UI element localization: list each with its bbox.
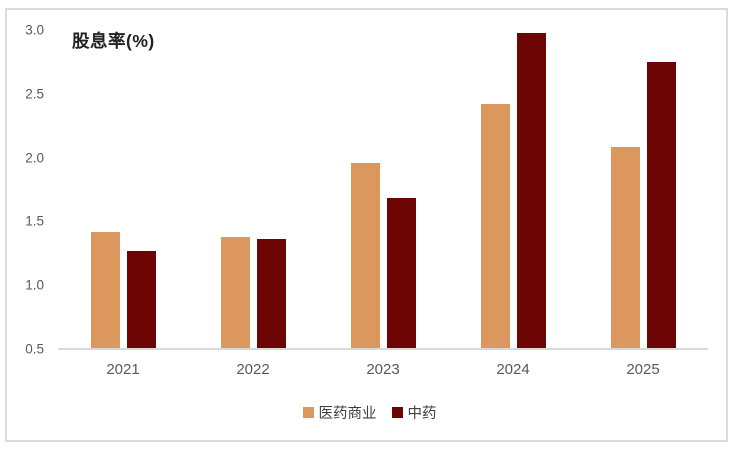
legend-item-series1: 中药 <box>391 402 437 423</box>
x-label-2021: 2021 <box>106 361 140 378</box>
bar-series1-2024 <box>516 32 546 349</box>
x-label-2025: 2025 <box>626 361 660 378</box>
x-label-2023: 2023 <box>366 361 400 378</box>
y-tick-label: 1.5 <box>25 213 44 229</box>
bar-series1-2021 <box>126 250 156 349</box>
y-tick-label: 2.5 <box>25 86 44 102</box>
x-label-2024: 2024 <box>496 361 530 378</box>
legend-label: 医药商业 <box>318 406 377 422</box>
legend-label: 中药 <box>407 406 437 422</box>
bar-series0-2025 <box>610 147 640 349</box>
chart-legend: 医药商业 中药 <box>0 402 739 423</box>
bar-series0-2023 <box>350 162 380 349</box>
y-tick-label: 2.0 <box>25 150 44 166</box>
bar-series0-2021 <box>90 231 120 349</box>
y-tick-label: 3.0 <box>25 22 44 38</box>
y-tick-label: 1.0 <box>25 277 44 293</box>
bar-series0-2022 <box>220 236 250 349</box>
legend-swatch-icon <box>391 407 403 418</box>
bar-series1-2023 <box>386 198 416 349</box>
x-label-2022: 2022 <box>236 361 270 378</box>
legend-item-series0: 医药商业 <box>302 402 377 423</box>
chart-title: 股息率(%) <box>72 31 155 51</box>
bar-series1-2022 <box>256 239 286 349</box>
bar-series0-2024 <box>480 104 510 349</box>
bar-series1-2025 <box>646 61 676 349</box>
x-axis-line <box>58 348 708 350</box>
y-tick-label: 0.5 <box>25 341 44 357</box>
legend-swatch-icon <box>302 407 314 418</box>
